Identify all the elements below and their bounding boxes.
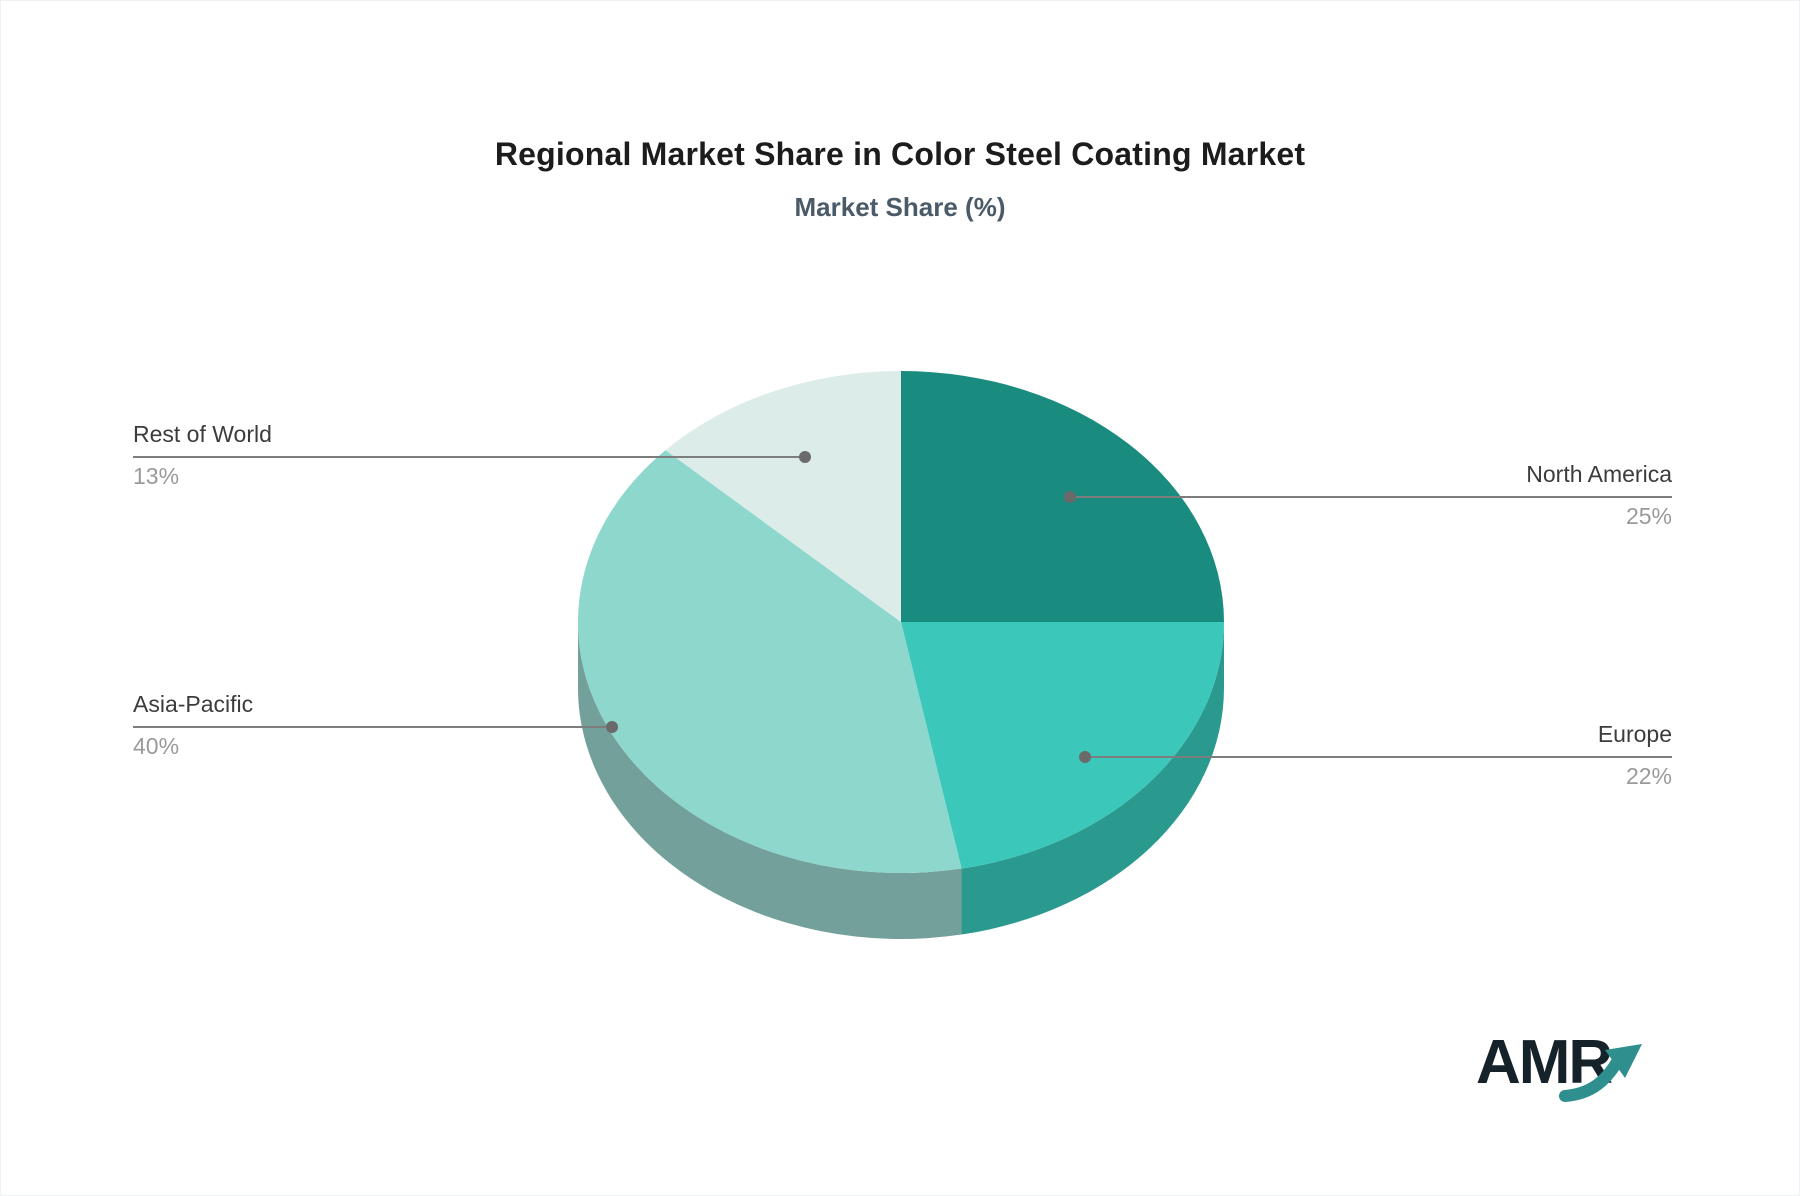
callout-value-north-america: 25%	[1625, 503, 1672, 529]
callout-dot-europe	[1079, 751, 1091, 763]
chart-subtitle: Market Share (%)	[794, 192, 1006, 222]
callout-asia-pacific: Asia-Pacific 40%	[133, 691, 253, 760]
pie-slice-europe	[901, 622, 1224, 869]
pie-slice-north-america	[901, 371, 1224, 622]
chart-title: Regional Market Share in Color Steel Coa…	[494, 136, 1306, 172]
callout-rest-of-world: Rest of World 13%	[133, 421, 272, 490]
pie-slice-rest-of-world	[665, 371, 901, 622]
amr-logo: AMR	[1476, 1032, 1676, 1122]
callout-value-asia-pacific: 40%	[133, 733, 180, 759]
callout-dot-asia-pacific	[606, 721, 618, 733]
callout-value-rest-of-world: 13%	[133, 463, 180, 489]
callout-europe: Europe 22%	[1598, 721, 1672, 790]
callout-dot-rest-of-world	[799, 451, 811, 463]
callout-value-europe: 22%	[1625, 763, 1672, 789]
callout-dot-north-america	[1064, 491, 1076, 503]
pie-side-asia-pacific	[578, 622, 962, 939]
pie-slice-asia-pacific	[578, 450, 962, 873]
callout-north-america: North America 25%	[1526, 461, 1672, 530]
callout-label-asia-pacific: Asia-Pacific	[133, 691, 254, 717]
callout-label-rest-of-world: Rest of World	[133, 421, 272, 447]
growth-arrow-icon	[1559, 1044, 1642, 1102]
callout-label-europe: Europe	[1597, 721, 1672, 747]
pie-side-europe	[961, 622, 1224, 935]
callout-label-north-america: North America	[1526, 461, 1672, 487]
